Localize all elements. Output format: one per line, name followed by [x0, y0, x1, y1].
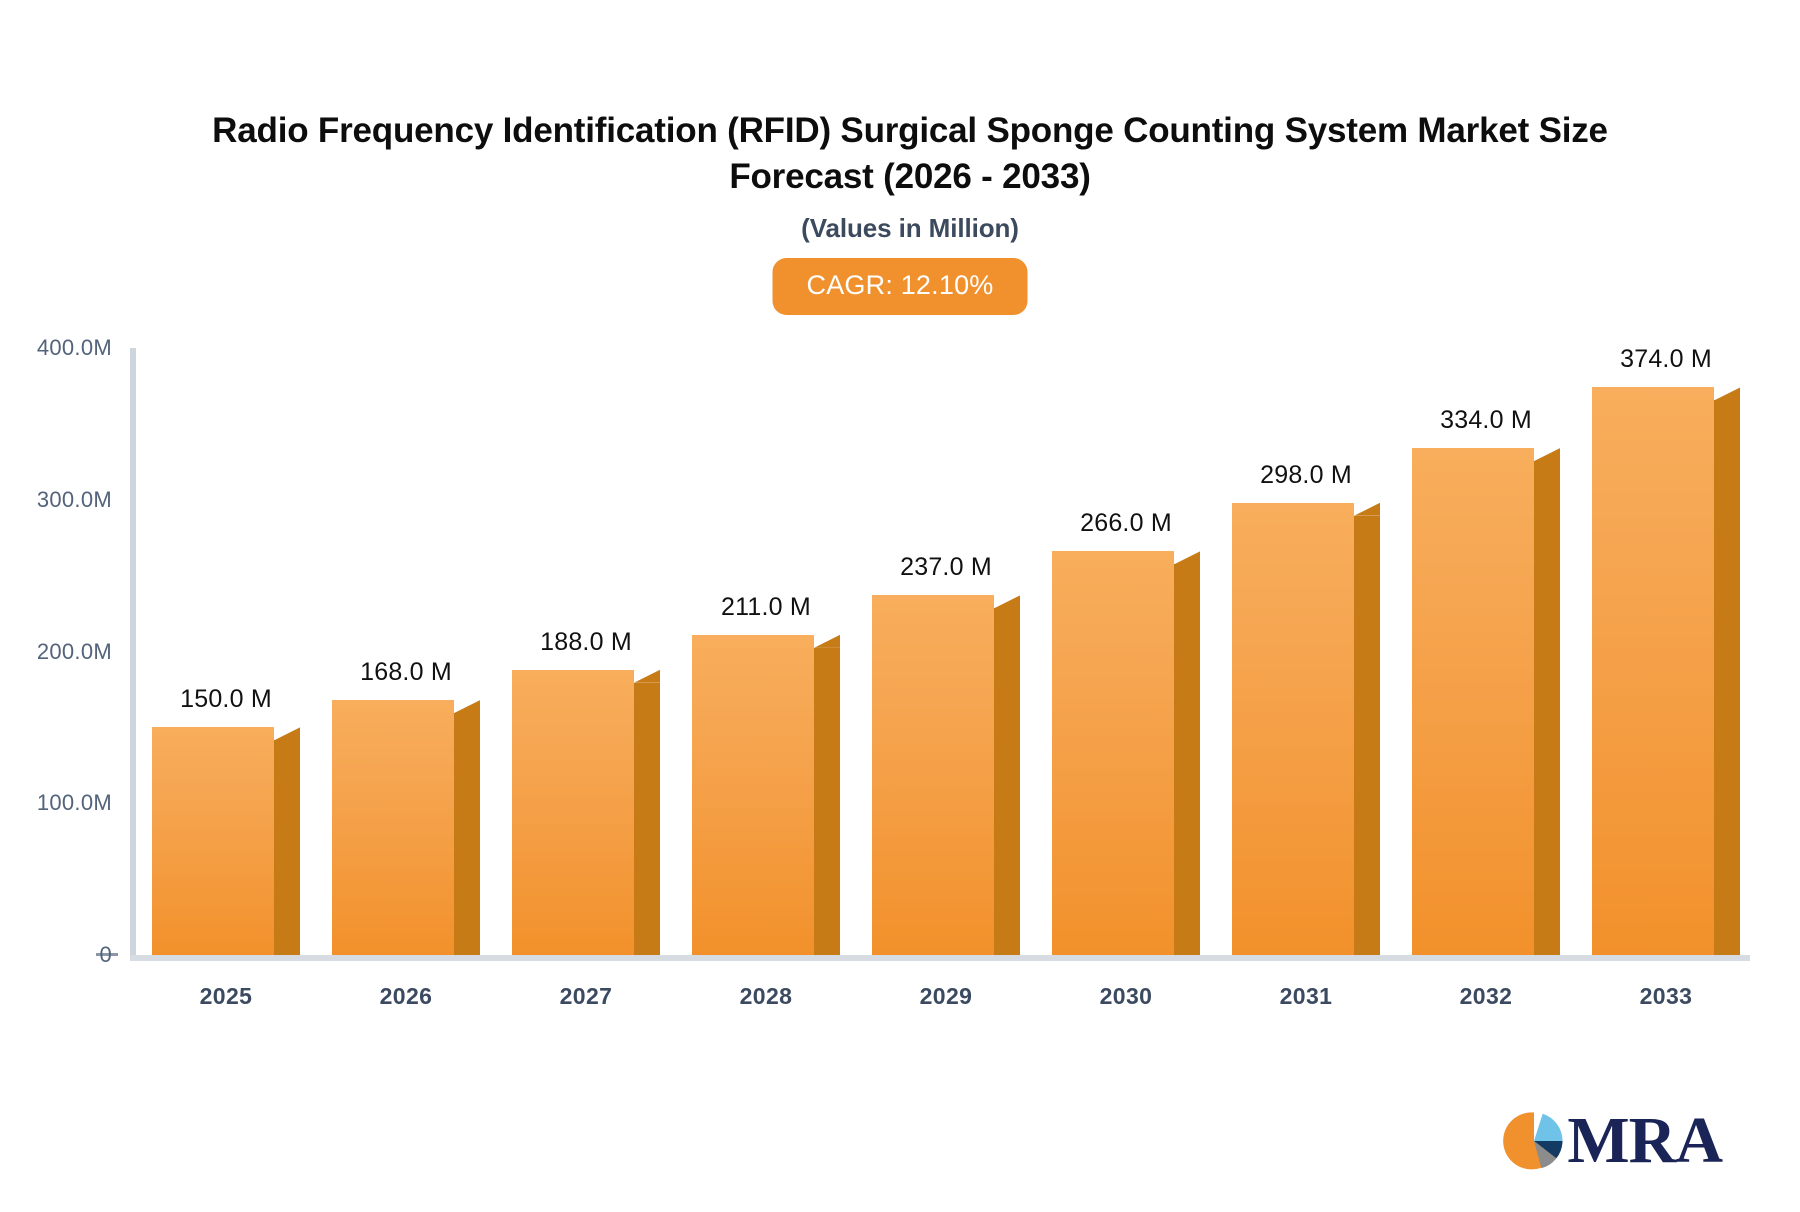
x-axis-tick-label-2031: 2031 [1279, 983, 1333, 1009]
bar-side-face [634, 682, 660, 955]
x-axis-tick-label-2030: 2030 [1099, 983, 1153, 1009]
bar-side-face [814, 647, 840, 955]
bar-2032[interactable] [1412, 448, 1560, 955]
bar-value-label: 211.0 M [721, 592, 811, 621]
y-axis-line [130, 348, 136, 955]
bars-layer [130, 348, 1750, 955]
bar-top-bevel [994, 595, 1020, 609]
bar-top-bevel [454, 700, 480, 714]
bar-top-bevel [634, 669, 660, 683]
bar-side-face [1714, 400, 1740, 955]
bar-side-face [1534, 461, 1560, 955]
bar-2028[interactable] [692, 634, 840, 955]
page-title: Radio Frequency Identification (RFID) Su… [212, 111, 1608, 196]
bar-side-face [1354, 515, 1380, 955]
bar-front-face [332, 700, 454, 955]
bar-value-label: 266.0 M [1080, 509, 1172, 538]
bar-top-bevel [274, 727, 300, 741]
y-axis-tick-label: 200.0M [36, 638, 112, 664]
bar-top-bevel [1354, 502, 1380, 516]
chart-subtitle: (Values in Million) [801, 213, 1019, 243]
y-axis-tick-label: 300.0M [36, 486, 112, 512]
x-axis-tick-label-2028: 2028 [739, 983, 793, 1009]
bar-2025[interactable] [152, 727, 300, 955]
x-axis-line [130, 955, 1750, 961]
x-axis-tick-label-2027: 2027 [559, 983, 613, 1009]
y-axis-tick-label: 400.0M [36, 335, 112, 360]
bar-front-face [152, 727, 274, 955]
x-axis-tick-label-2033: 2033 [1639, 983, 1693, 1009]
bar-side-face [454, 713, 480, 955]
cagr-badge: CAGR: 12.10% [772, 258, 1028, 315]
bar-front-face [1412, 448, 1534, 955]
bar-front-face [872, 595, 994, 955]
bar-front-face [1052, 551, 1174, 955]
bar-top-bevel [1714, 387, 1740, 401]
pie-chart-icon [1503, 1112, 1563, 1170]
logo-wordmark: MRA [1567, 1104, 1723, 1177]
y-axis-zero-tick [96, 953, 118, 956]
plot-area: 0 100.0M 200.0M 300.0M 400.0M 2025 2026 2027 20… [37, 335, 1750, 1009]
x-axis-tick-label-2026: 2026 [379, 983, 433, 1009]
title-block: Radio Frequency Identification (RFID) Su… [140, 108, 1680, 244]
bar-side-face [274, 740, 300, 955]
bar-2031[interactable] [1232, 502, 1380, 955]
x-axis-tick-label-2025: 2025 [199, 983, 253, 1009]
bar-side-face [1174, 564, 1200, 955]
bar-2030[interactable] [1052, 551, 1200, 955]
bar-front-face [1592, 387, 1714, 955]
bar-front-face [512, 669, 634, 955]
bar-top-bevel [814, 634, 840, 648]
x-axis-tick-label-2029: 2029 [919, 983, 973, 1009]
bar-2027[interactable] [512, 669, 660, 955]
bar-value-label: 334.0 M [1440, 406, 1532, 435]
bar-front-face [692, 634, 814, 955]
bar-2029[interactable] [872, 595, 1020, 955]
brand-logo: MRA [1503, 1104, 1723, 1177]
bar-top-bevel [1174, 551, 1200, 565]
bar-value-label: 237.0 M [900, 553, 992, 582]
bar-2026[interactable] [332, 700, 480, 955]
bar-top-bevel [1534, 448, 1560, 462]
x-axis-tick-label-2032: 2032 [1459, 983, 1513, 1009]
bar-value-label: 168.0 M [360, 658, 452, 687]
bar-2033[interactable] [1592, 387, 1740, 955]
bar-value-label: 150.0 M [180, 685, 272, 714]
bar-value-label: 298.0 M [1260, 460, 1352, 489]
bar-side-face [994, 608, 1020, 955]
y-axis-tick-label: 100.0M [36, 790, 112, 816]
bar-value-label: 374.0 M [1620, 345, 1712, 374]
y-axis-tick-label: 0 [99, 942, 112, 967]
bar-front-face [1232, 502, 1354, 955]
bar-value-label: 188.0 M [540, 627, 632, 656]
